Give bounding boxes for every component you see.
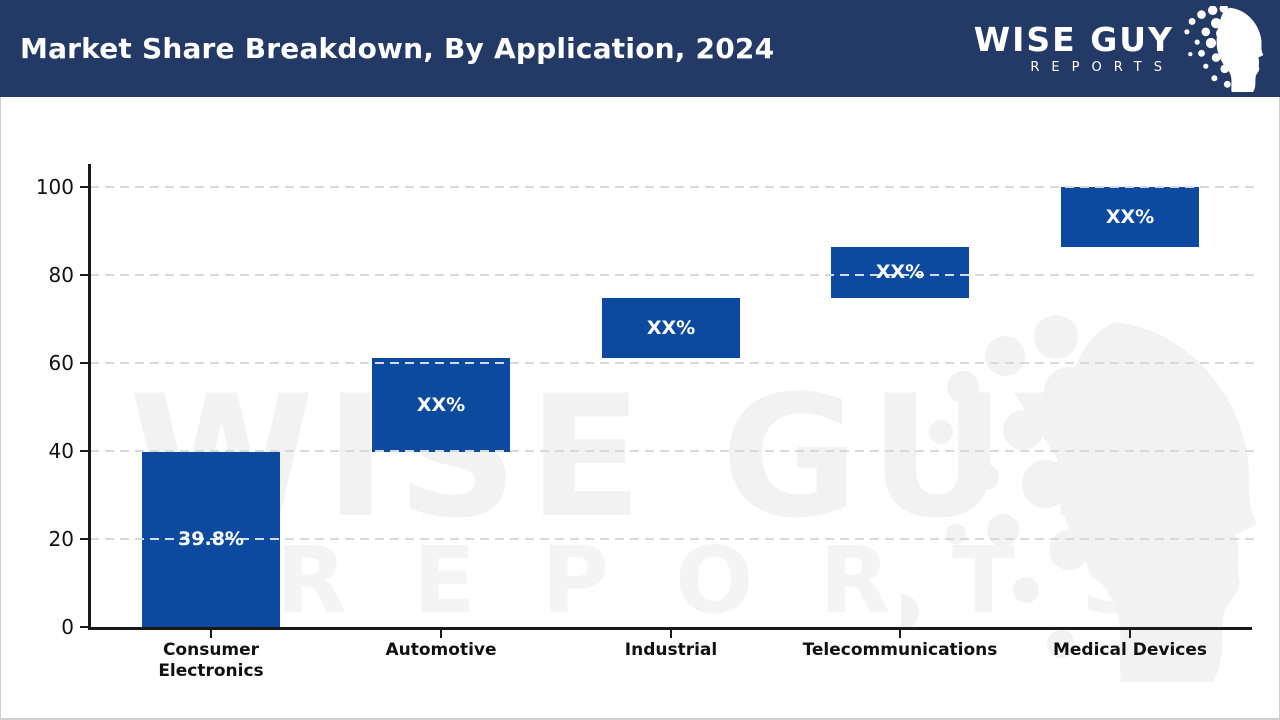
x-tick-mark xyxy=(670,629,672,638)
gridline-y100 xyxy=(90,186,1254,188)
x-category-label: Automotive xyxy=(385,640,497,660)
x-category-label: Telecommunications xyxy=(802,640,998,660)
y-axis-line xyxy=(88,164,91,630)
bar-medical-devices xyxy=(1061,187,1199,247)
y-tick-label: 100 xyxy=(35,175,74,199)
x-category-label: Industrial xyxy=(624,640,718,660)
header-bar: Market Share Breakdown, By Application, … xyxy=(0,0,1280,97)
brand-logo: WISE GUY REPORTS xyxy=(973,5,1266,92)
x-tick-mark xyxy=(899,629,901,638)
y-tick-mark xyxy=(80,186,88,188)
y-tick-label: 0 xyxy=(61,615,74,639)
page-title: Market Share Breakdown, By Application, … xyxy=(20,32,775,65)
bar-automotive xyxy=(372,358,510,452)
gridline-y40 xyxy=(90,450,1254,452)
x-tick-mark xyxy=(210,629,212,638)
bar-label-medical-devices: XX% xyxy=(1105,205,1155,228)
bar-industrial xyxy=(602,297,740,359)
y-tick-label: 20 xyxy=(48,527,74,551)
x-axis-line xyxy=(88,627,1252,630)
y-tick-label: 60 xyxy=(48,351,74,375)
y-tick-label: 40 xyxy=(48,439,74,463)
brand-logo-text: WISE GUY REPORTS xyxy=(973,20,1174,76)
y-tick-mark xyxy=(80,362,88,364)
x-category-label: Consumer Electronics xyxy=(158,640,264,681)
watermark-head-icon xyxy=(901,315,1257,682)
x-tick-mark xyxy=(1129,629,1131,638)
gridline-y60 xyxy=(90,362,1254,364)
bar-label-telecommunications: XX% xyxy=(875,261,925,284)
bar-telecommunications xyxy=(831,246,969,298)
x-tick-mark xyxy=(440,629,442,638)
y-tick-mark xyxy=(80,538,88,540)
gridline-y20 xyxy=(90,538,1254,540)
gridline-y80 xyxy=(90,274,1254,276)
bar-label-industrial: XX% xyxy=(646,317,696,340)
x-category-label: Medical Devices xyxy=(1052,640,1207,660)
y-tick-mark xyxy=(80,274,88,276)
y-tick-mark xyxy=(80,450,88,452)
brand-name: WISE GUY xyxy=(973,20,1174,59)
brand-subname: REPORTS xyxy=(1030,60,1174,75)
y-tick-label: 80 xyxy=(48,263,74,287)
brand-head-icon xyxy=(1184,5,1264,92)
bar-label-automotive: XX% xyxy=(416,394,466,417)
y-tick-mark xyxy=(80,626,88,628)
bar-label-consumer-electronics: 39.8% xyxy=(178,528,244,551)
